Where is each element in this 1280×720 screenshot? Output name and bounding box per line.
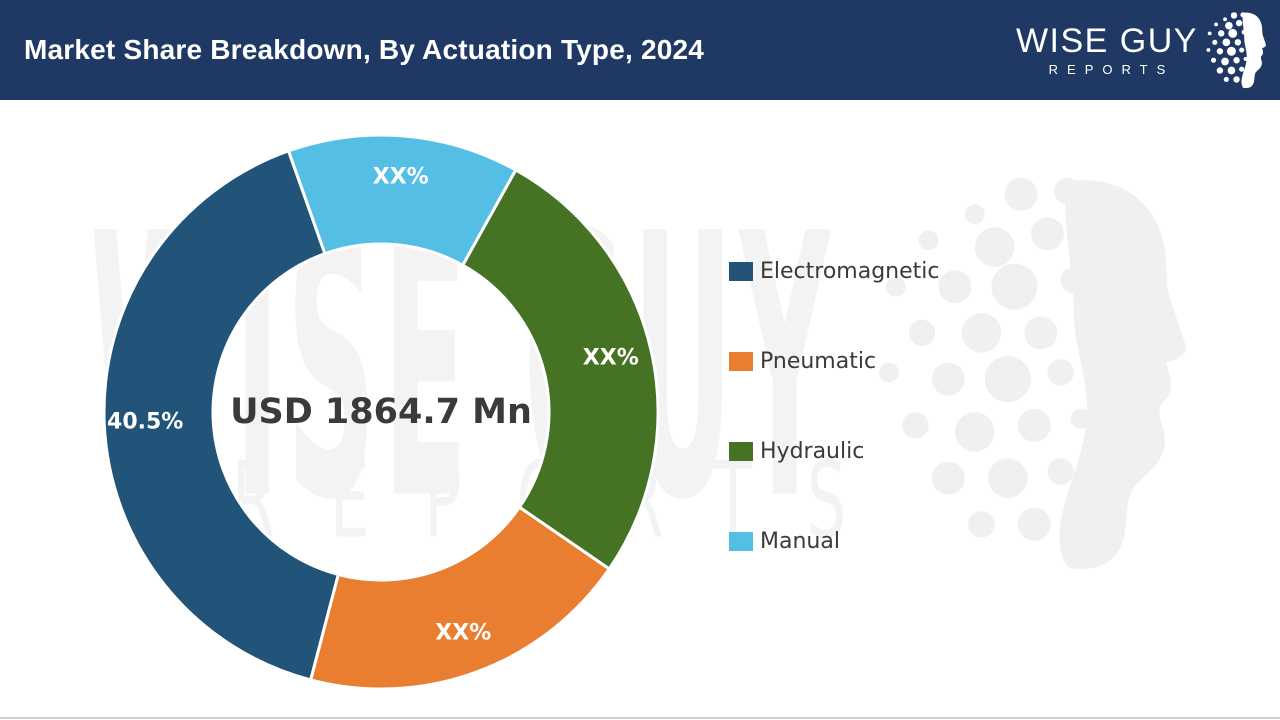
slice-label-hydraulic: XX%	[583, 346, 639, 371]
header-bar: Market Share Breakdown, By Actuation Typ…	[0, 0, 1280, 100]
legend-swatch-manual	[729, 531, 753, 551]
legend-swatch-pneumatic	[729, 351, 753, 371]
wiseguy-wordmark: WISE GUY REPORTS	[1016, 24, 1198, 76]
slice-label-pneumatic: XX%	[435, 621, 491, 646]
wiseguy-head-icon	[1202, 4, 1266, 96]
wiseguy-logo: WISE GUY REPORTS	[1016, 0, 1266, 100]
legend-item-manual: Manual	[729, 523, 840, 559]
legend-swatch-hydraulic	[729, 441, 753, 461]
donut-slice-electromagnetic	[102, 148, 341, 682]
donut-slice-hydraulic	[460, 167, 660, 571]
legend-item-hydraulic: Hydraulic	[729, 433, 864, 469]
legend-label: Electromagnetic	[760, 258, 940, 284]
slice-label-manual: XX%	[373, 164, 429, 189]
page-title: Market Share Breakdown, By Actuation Typ…	[24, 34, 705, 65]
legend-item-pneumatic: Pneumatic	[729, 343, 876, 379]
legend-label: Hydraulic	[760, 438, 865, 464]
logo-line1: WISE GUY	[1015, 22, 1198, 60]
legend-label: Manual	[760, 528, 840, 554]
legend-item-electromagnetic: Electromagnetic	[729, 253, 939, 289]
donut-slice-manual	[286, 133, 518, 268]
donut-slice-pneumatic	[308, 505, 612, 691]
donut-center-value: USD 1864.7 Mn	[230, 392, 532, 432]
logo-line2: REPORTS	[1048, 62, 1175, 77]
legend-swatch-electromagnetic	[729, 261, 753, 281]
slice-label-electromagnetic: 40.5%	[107, 409, 183, 434]
legend-label: Pneumatic	[760, 348, 877, 374]
bottom-border	[0, 717, 1280, 719]
